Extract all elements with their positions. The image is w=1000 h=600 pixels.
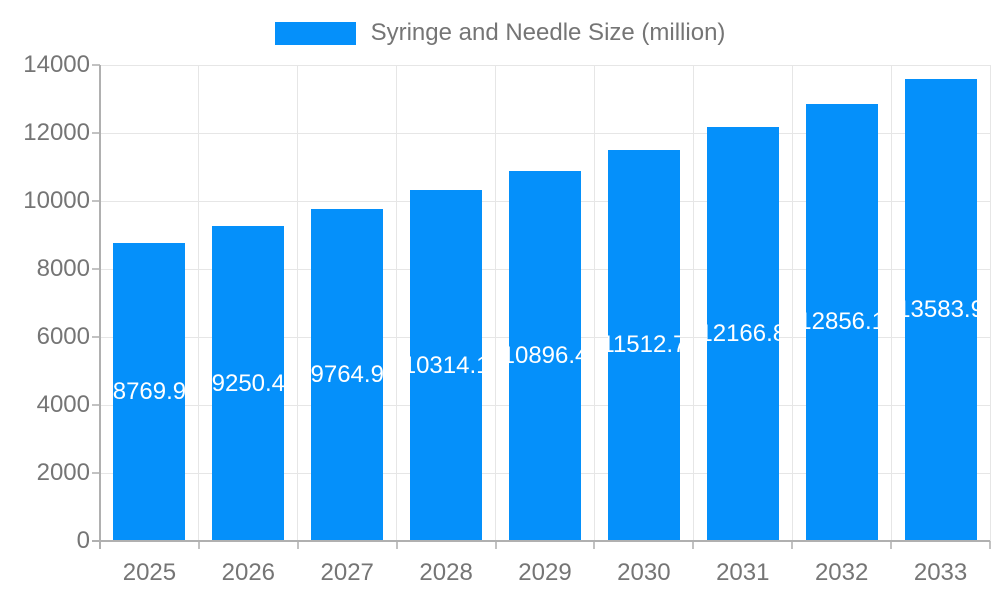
legend-label: Syringe and Needle Size (million) xyxy=(370,19,726,46)
y-tick-4000 xyxy=(92,404,100,406)
y-tick-2000 xyxy=(92,472,100,474)
bar-2027[interactable]: 9764.9 xyxy=(311,208,384,541)
y-axis-label-2000: 2000 xyxy=(36,459,90,486)
bar-2026[interactable]: 9250.4 xyxy=(212,226,285,541)
bar-2028[interactable]: 10314.1 xyxy=(410,190,483,541)
x-axis-label-2028: 2028 xyxy=(419,559,473,586)
x-gridline-9 xyxy=(989,65,991,541)
x-axis-label-2032: 2032 xyxy=(814,559,869,586)
x-axis-label-2033: 2033 xyxy=(913,559,968,586)
y-tick-14000 xyxy=(92,64,100,66)
x-tick-9 xyxy=(989,541,991,549)
bar-2030[interactable]: 11512.7 xyxy=(607,149,680,541)
x-axis-line xyxy=(92,540,990,542)
legend: Syringe and Needle Size (million) xyxy=(0,19,1000,47)
legend-swatch xyxy=(274,21,356,45)
y-tick-12000 xyxy=(92,132,100,134)
x-tick-4 xyxy=(494,541,497,549)
bar-value-label-2028: 10314.1 xyxy=(410,351,482,379)
y-axis-label-0: 0 xyxy=(76,527,90,554)
bar-value-label-2025: 8769.9 xyxy=(113,377,186,405)
x-gridline-8 xyxy=(890,65,892,541)
y-axis-label-6000: 6000 xyxy=(36,323,90,350)
y-gridline-14000 xyxy=(100,64,990,66)
bar-value-label-2030: 11512.7 xyxy=(608,331,680,359)
bar-value-label-2033: 13583.9 xyxy=(905,296,977,324)
x-gridline-3 xyxy=(396,65,398,541)
y-tick-10000 xyxy=(92,200,100,202)
x-axis-label-2027: 2027 xyxy=(320,559,374,586)
y-axis-line xyxy=(99,65,101,549)
x-axis-label-2025: 2025 xyxy=(122,559,177,586)
x-axis-label-2030: 2030 xyxy=(617,559,671,586)
y-axis-label-14000: 14000 xyxy=(23,51,90,78)
x-axis-label-2029: 2029 xyxy=(518,559,572,586)
x-axis-label-2026: 2026 xyxy=(221,559,276,586)
x-tick-2 xyxy=(296,541,299,549)
y-gridline-12000 xyxy=(100,132,990,134)
bar-value-label-2027: 9764.9 xyxy=(311,360,384,388)
y-axis-label-4000: 4000 xyxy=(36,391,90,418)
x-gridline-6 xyxy=(692,65,694,541)
y-axis-label-12000: 12000 xyxy=(23,119,90,146)
x-tick-6 xyxy=(692,541,695,549)
bar-2031[interactable]: 12166.8 xyxy=(706,127,779,541)
x-gridline-1 xyxy=(198,65,200,541)
x-tick-8 xyxy=(890,541,893,549)
bar-2025[interactable]: 8769.9 xyxy=(113,242,186,541)
x-gridline-2 xyxy=(297,65,299,541)
x-gridline-5 xyxy=(593,65,595,541)
bar-2033[interactable]: 13583.9 xyxy=(904,79,977,541)
bar-value-label-2031: 12166.8 xyxy=(707,320,779,348)
y-axis-label-10000: 10000 xyxy=(23,187,90,214)
x-axis-label-2031: 2031 xyxy=(716,559,770,586)
x-tick-7 xyxy=(791,541,794,549)
x-tick-1 xyxy=(197,541,200,549)
x-gridline-7 xyxy=(791,65,793,541)
bar-value-label-2026: 9250.4 xyxy=(212,369,285,397)
x-tick-3 xyxy=(395,541,398,549)
y-axis-label-8000: 8000 xyxy=(36,255,90,282)
y-tick-6000 xyxy=(92,336,100,338)
x-gridline-4 xyxy=(495,65,497,541)
x-tick-5 xyxy=(593,541,596,549)
bar-value-label-2029: 10896.4 xyxy=(509,341,581,369)
bar-2029[interactable]: 10896.4 xyxy=(509,170,581,541)
y-tick-8000 xyxy=(92,268,100,270)
